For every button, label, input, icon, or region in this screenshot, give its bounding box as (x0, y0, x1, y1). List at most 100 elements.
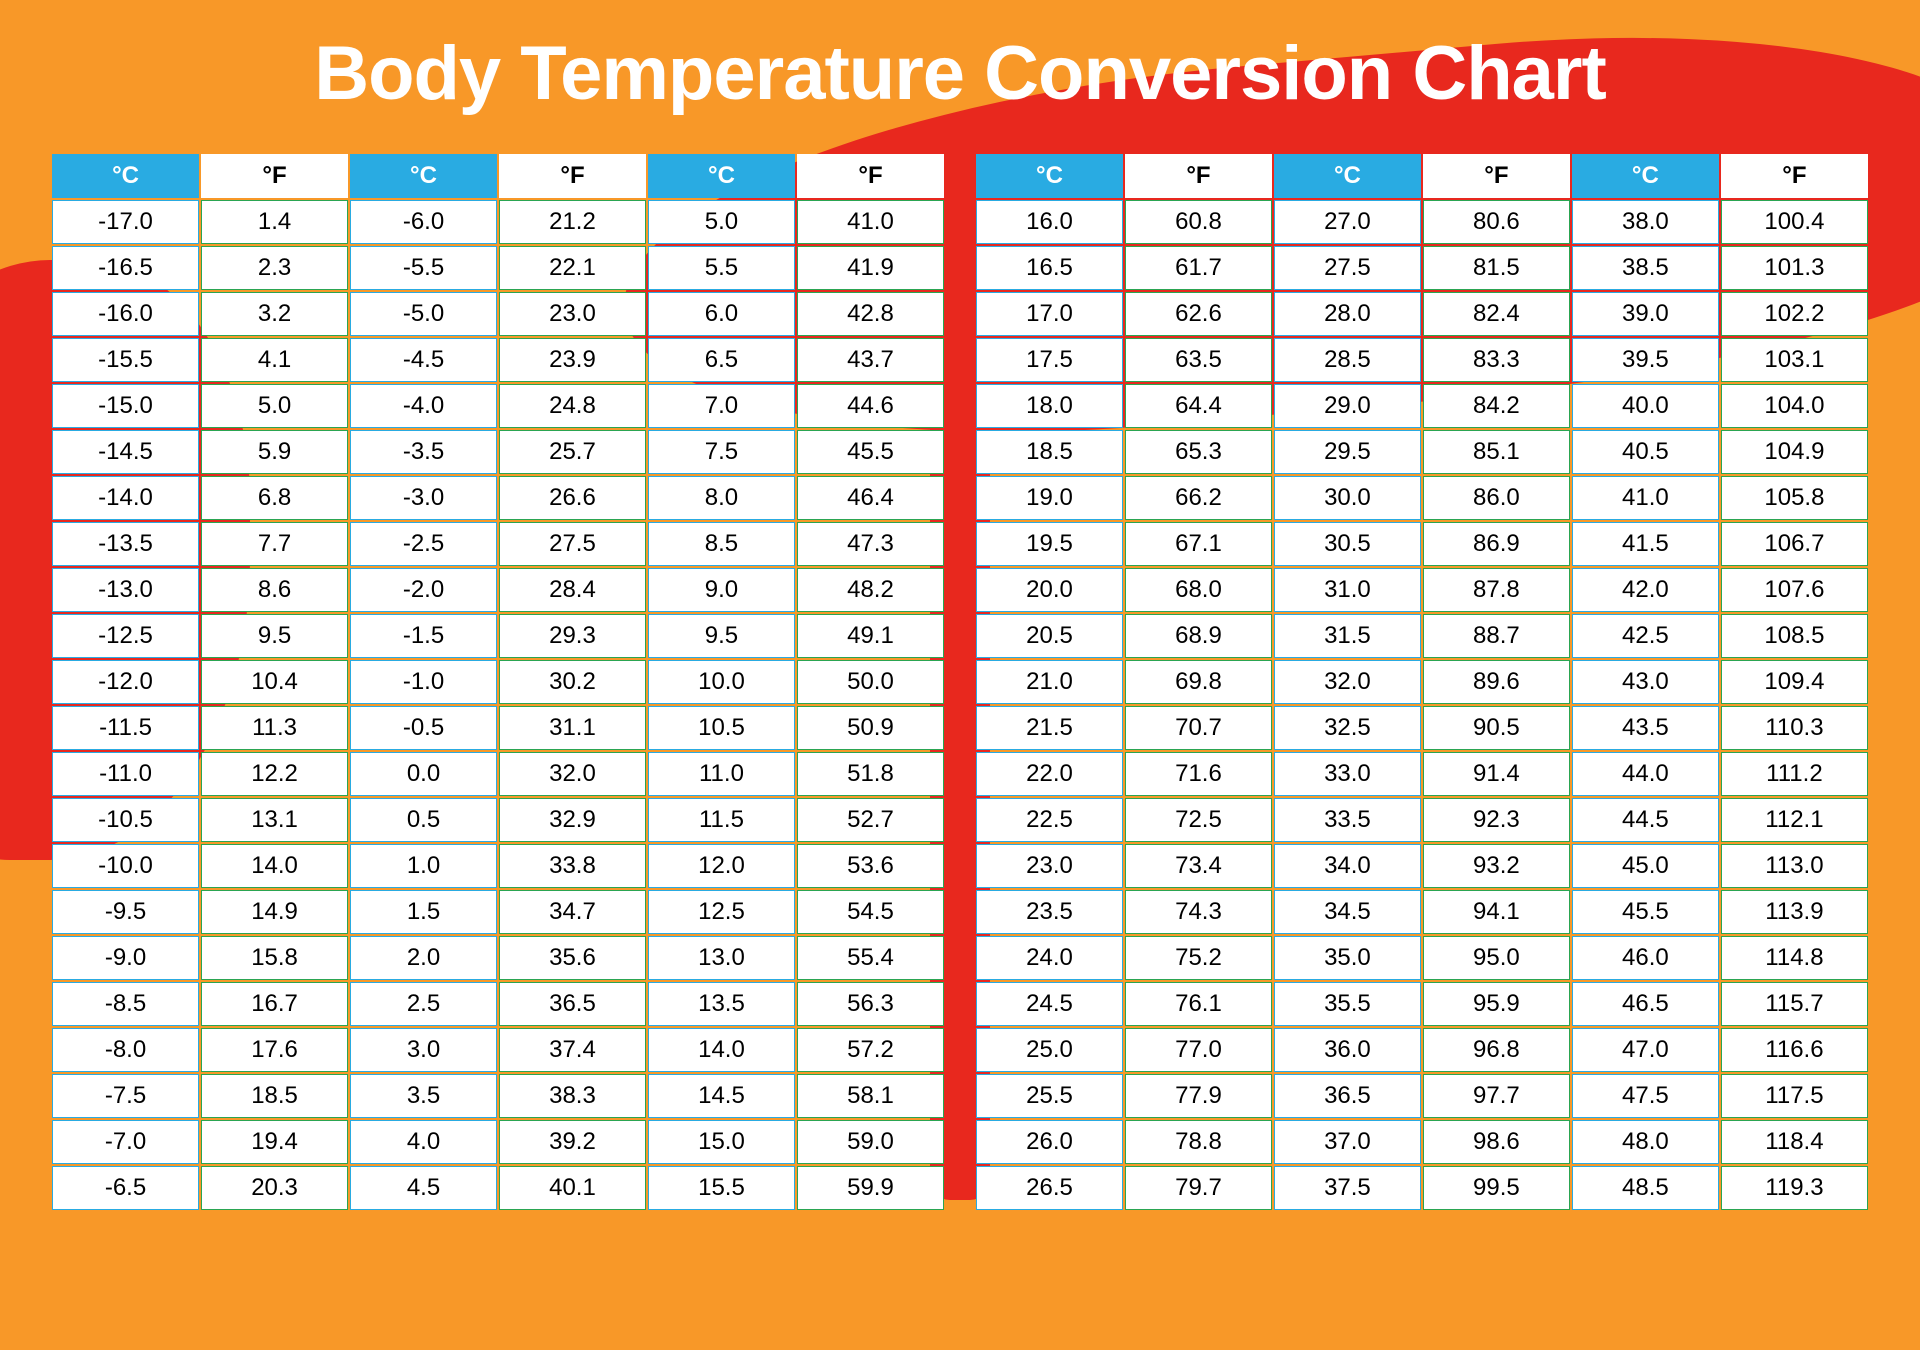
fahrenheit-cell: 16.7 (201, 982, 348, 1026)
celsius-cell: -16.5 (52, 246, 199, 290)
fahrenheit-cell: 2.3 (201, 246, 348, 290)
fahrenheit-cell: 29.3 (499, 614, 646, 658)
celsius-cell: -1.5 (350, 614, 497, 658)
fahrenheit-cell: 31.1 (499, 706, 646, 750)
fahrenheit-cell: 66.2 (1125, 476, 1272, 520)
table-row: 22.572.533.592.344.5112.1 (976, 798, 1868, 842)
celsius-cell: -10.0 (52, 844, 199, 888)
celsius-cell: 4.0 (350, 1120, 497, 1164)
celsius-cell: 3.0 (350, 1028, 497, 1072)
celsius-cell: 27.5 (1274, 246, 1421, 290)
celsius-cell: 17.0 (976, 292, 1123, 336)
celsius-cell: 2.0 (350, 936, 497, 980)
celsius-cell: 39.5 (1572, 338, 1719, 382)
fahrenheit-cell: 11.3 (201, 706, 348, 750)
table-row: -16.52.3-5.522.15.541.9 (52, 246, 944, 290)
table-row: 21.570.732.590.543.5110.3 (976, 706, 1868, 750)
celsius-cell: 42.5 (1572, 614, 1719, 658)
table-row: 25.577.936.597.747.5117.5 (976, 1074, 1868, 1118)
fahrenheit-cell: 7.7 (201, 522, 348, 566)
fahrenheit-cell: 92.3 (1423, 798, 1570, 842)
celsius-cell: 5.5 (648, 246, 795, 290)
fahrenheit-cell: 17.6 (201, 1028, 348, 1072)
fahrenheit-cell: 61.7 (1125, 246, 1272, 290)
fahrenheit-cell: 18.5 (201, 1074, 348, 1118)
fahrenheit-cell: 84.2 (1423, 384, 1570, 428)
fahrenheit-cell: 102.2 (1721, 292, 1868, 336)
fahrenheit-cell: 6.8 (201, 476, 348, 520)
fahrenheit-cell: 13.1 (201, 798, 348, 842)
fahrenheit-cell: 27.5 (499, 522, 646, 566)
celsius-cell: 25.0 (976, 1028, 1123, 1072)
fahrenheit-cell: 113.0 (1721, 844, 1868, 888)
fahrenheit-cell: 59.0 (797, 1120, 944, 1164)
fahrenheit-cell: 89.6 (1423, 660, 1570, 704)
celsius-cell: 26.0 (976, 1120, 1123, 1164)
fahrenheit-header: °F (499, 154, 646, 198)
fahrenheit-cell: 35.6 (499, 936, 646, 980)
table-row: 26.078.837.098.648.0118.4 (976, 1120, 1868, 1164)
celsius-cell: 22.0 (976, 752, 1123, 796)
celsius-cell: 41.0 (1572, 476, 1719, 520)
celsius-cell: 13.0 (648, 936, 795, 980)
celsius-cell: 42.0 (1572, 568, 1719, 612)
celsius-cell: -11.5 (52, 706, 199, 750)
celsius-cell: 0.5 (350, 798, 497, 842)
fahrenheit-cell: 71.6 (1125, 752, 1272, 796)
fahrenheit-cell: 57.2 (797, 1028, 944, 1072)
fahrenheit-cell: 111.2 (1721, 752, 1868, 796)
table-row: -10.513.10.532.911.552.7 (52, 798, 944, 842)
celsius-cell: 7.0 (648, 384, 795, 428)
fahrenheit-cell: 91.4 (1423, 752, 1570, 796)
celsius-cell: -14.5 (52, 430, 199, 474)
fahrenheit-cell: 104.0 (1721, 384, 1868, 428)
fahrenheit-cell: 114.8 (1721, 936, 1868, 980)
fahrenheit-cell: 94.1 (1423, 890, 1570, 934)
celsius-cell: 24.0 (976, 936, 1123, 980)
celsius-cell: 39.0 (1572, 292, 1719, 336)
celsius-cell: -2.0 (350, 568, 497, 612)
fahrenheit-cell: 9.5 (201, 614, 348, 658)
conversion-table-left: °C°F°C°F°C°F-17.01.4-6.021.25.041.0-16.5… (50, 152, 946, 1212)
celsius-cell: 33.5 (1274, 798, 1421, 842)
table-row: 18.064.429.084.240.0104.0 (976, 384, 1868, 428)
table-row: 21.069.832.089.643.0109.4 (976, 660, 1868, 704)
fahrenheit-cell: 69.8 (1125, 660, 1272, 704)
celsius-cell: 19.0 (976, 476, 1123, 520)
celsius-cell: 23.0 (976, 844, 1123, 888)
table-row: 26.579.737.599.548.5119.3 (976, 1166, 1868, 1210)
celsius-cell: 44.5 (1572, 798, 1719, 842)
celsius-cell: 18.5 (976, 430, 1123, 474)
fahrenheit-cell: 32.0 (499, 752, 646, 796)
fahrenheit-cell: 85.1 (1423, 430, 1570, 474)
fahrenheit-cell: 82.4 (1423, 292, 1570, 336)
celsius-cell: -14.0 (52, 476, 199, 520)
fahrenheit-cell: 78.8 (1125, 1120, 1272, 1164)
celsius-cell: 7.5 (648, 430, 795, 474)
fahrenheit-cell: 100.4 (1721, 200, 1868, 244)
fahrenheit-cell: 12.2 (201, 752, 348, 796)
celsius-cell: 1.0 (350, 844, 497, 888)
fahrenheit-cell: 119.3 (1721, 1166, 1868, 1210)
fahrenheit-header: °F (1423, 154, 1570, 198)
fahrenheit-cell: 55.4 (797, 936, 944, 980)
fahrenheit-cell: 24.8 (499, 384, 646, 428)
celsius-cell: -10.5 (52, 798, 199, 842)
celsius-cell: 20.5 (976, 614, 1123, 658)
fahrenheit-cell: 96.8 (1423, 1028, 1570, 1072)
fahrenheit-cell: 93.2 (1423, 844, 1570, 888)
fahrenheit-cell: 76.1 (1125, 982, 1272, 1026)
fahrenheit-cell: 115.7 (1721, 982, 1868, 1026)
fahrenheit-cell: 88.7 (1423, 614, 1570, 658)
fahrenheit-cell: 73.4 (1125, 844, 1272, 888)
fahrenheit-cell: 33.8 (499, 844, 646, 888)
fahrenheit-cell: 105.8 (1721, 476, 1868, 520)
celsius-cell: 32.5 (1274, 706, 1421, 750)
fahrenheit-cell: 43.7 (797, 338, 944, 382)
fahrenheit-cell: 77.0 (1125, 1028, 1272, 1072)
celsius-cell: 2.5 (350, 982, 497, 1026)
fahrenheit-cell: 109.4 (1721, 660, 1868, 704)
celsius-cell: -0.5 (350, 706, 497, 750)
celsius-cell: 15.0 (648, 1120, 795, 1164)
fahrenheit-cell: 42.8 (797, 292, 944, 336)
